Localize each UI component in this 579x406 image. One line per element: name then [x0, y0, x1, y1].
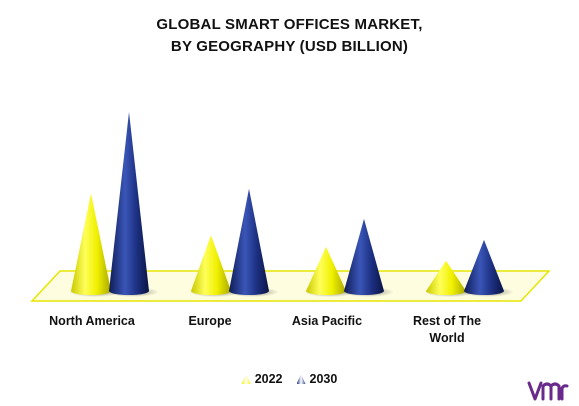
legend-label: 2022 — [254, 372, 283, 386]
legend-swatch — [241, 374, 251, 384]
cone-2022-north-america — [71, 193, 111, 295]
chart-floor — [30, 270, 551, 302]
legend-swatch — [296, 374, 306, 384]
cone-2022-rest-of-the-world — [426, 260, 466, 295]
cone-2030-north-america — [109, 111, 149, 295]
chart-title: GLOBAL SMART OFFICES MARKET, BY GEOGRAPH… — [0, 14, 579, 58]
category-label: Europe — [188, 314, 232, 328]
chart-title-line-2: BY GEOGRAPHY (USD BILLION) — [170, 38, 409, 55]
legend-item-2022: 2022 — [241, 372, 283, 386]
cone-2030-europe — [229, 188, 269, 295]
chart-title-line-1: GLOBAL SMART OFFICES MARKET, — [156, 16, 423, 33]
category-label: North America — [49, 314, 135, 328]
category-label: Rest of The World — [412, 314, 482, 345]
cone-2030-rest-of-the-world — [464, 239, 504, 295]
legend: 2022 2030 — [0, 372, 579, 386]
legend-label: 2030 — [309, 372, 338, 386]
legend-item-2030: 2030 — [296, 372, 338, 386]
cone-2022-europe — [191, 235, 231, 295]
cone-2022-asia-pacific — [306, 246, 346, 295]
category-label: Asia Pacific — [291, 314, 363, 328]
vmr-logo-icon — [527, 381, 569, 401]
cone-2030-asia-pacific — [344, 218, 384, 295]
